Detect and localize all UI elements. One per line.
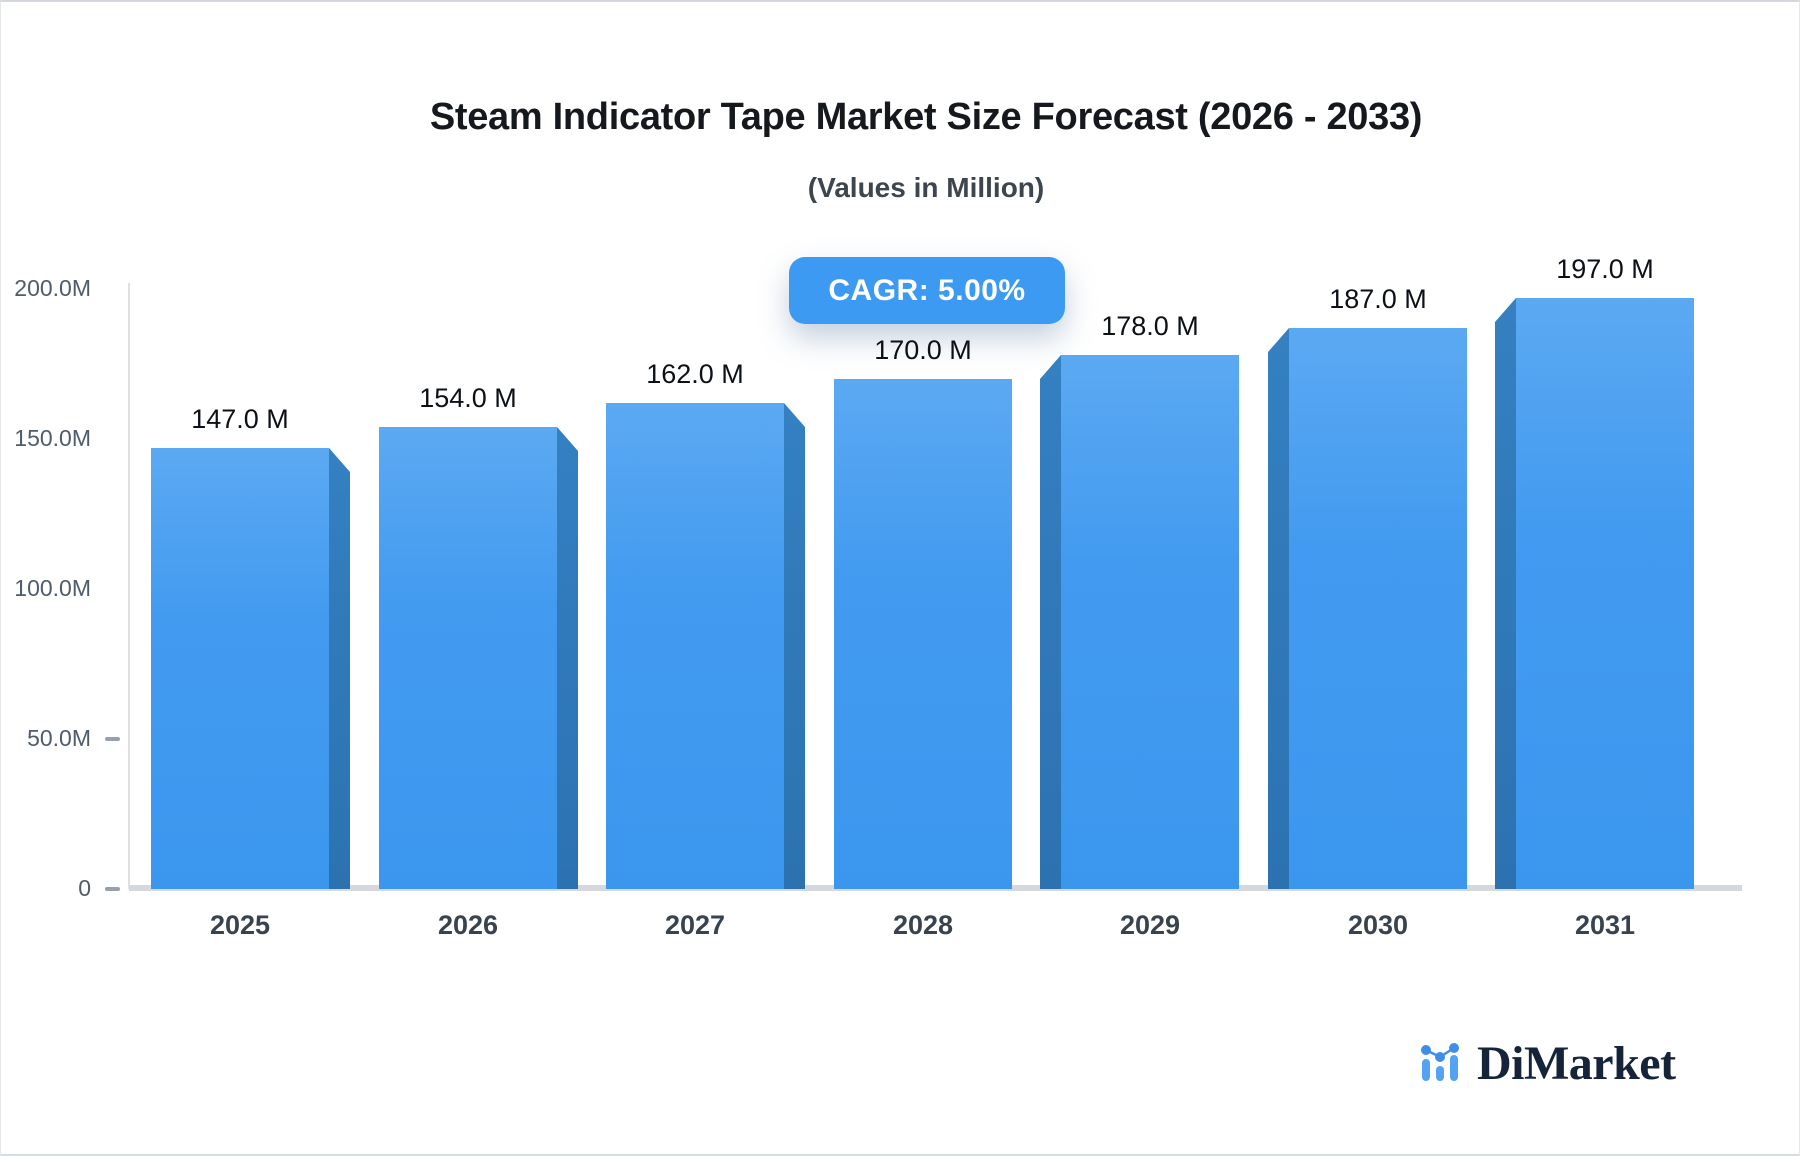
bar-value-label-2031: 197.0 M xyxy=(1556,254,1654,284)
y-axis-tick-label-1500M: 150.0M xyxy=(14,425,91,451)
bar-value-label-2028: 170.0 M xyxy=(874,335,972,365)
y-axis-tick-mark xyxy=(105,887,120,891)
y-axis-tick-label-500M: 50.0M xyxy=(27,725,91,751)
y-axis-tick-label-0: 0 xyxy=(78,875,91,901)
bar-2028[interactable] xyxy=(834,379,1012,889)
bar-value-label-2027: 162.0 M xyxy=(646,359,744,389)
dimarket-logo: DiMarket xyxy=(1419,1036,1676,1091)
x-axis-label-2031: 2031 xyxy=(1574,910,1636,940)
bar-2030[interactable] xyxy=(1289,328,1467,889)
bar-2027-side-face xyxy=(784,403,805,889)
bar-2030-side-face xyxy=(1268,328,1289,889)
dimarket-logo-text: DiMarket xyxy=(1477,1037,1676,1090)
bar-2027[interactable] xyxy=(606,403,784,889)
x-axis-label-2027: 2027 xyxy=(664,910,726,940)
bar-2026[interactable] xyxy=(379,427,557,889)
bar-2029-side-face xyxy=(1040,355,1061,889)
bar-value-label-2025: 147.0 M xyxy=(191,404,289,434)
bar-2025-side-face xyxy=(329,448,350,889)
bar-2031-side-face xyxy=(1495,298,1516,889)
x-axis-label-2026: 2026 xyxy=(437,910,499,940)
bar-2025[interactable] xyxy=(151,448,329,889)
chart-title: Steam Indicator Tape Market Size Forecas… xyxy=(429,96,1423,138)
x-axis-label-2029: 2029 xyxy=(1119,910,1181,940)
x-axis-label-2028: 2028 xyxy=(892,910,954,940)
cagr-badge-label: CAGR: 5.00% xyxy=(828,273,1026,307)
bar-2031[interactable] xyxy=(1516,298,1694,889)
bar-2029[interactable] xyxy=(1061,355,1239,889)
x-axis-label-2025: 2025 xyxy=(209,910,271,940)
y-axis-tick-label-1000M: 100.0M xyxy=(14,575,91,601)
bar-2026-side-face xyxy=(557,427,578,889)
dimarket-logo-icon xyxy=(1421,1042,1459,1081)
cagr-badge: CAGR: 5.00% xyxy=(789,257,1065,324)
bar-value-label-2026: 154.0 M xyxy=(419,383,517,413)
chart-subtitle: (Values in Million) xyxy=(807,172,1045,203)
y-axis-line xyxy=(128,283,130,889)
y-axis-tick-mark xyxy=(105,737,120,741)
x-axis-label-2030: 2030 xyxy=(1347,910,1409,940)
bar-value-label-2029: 178.0 M xyxy=(1101,311,1199,341)
y-axis-tick-label-2000M: 200.0M xyxy=(14,275,91,301)
bar-value-label-2030: 187.0 M xyxy=(1329,284,1427,314)
